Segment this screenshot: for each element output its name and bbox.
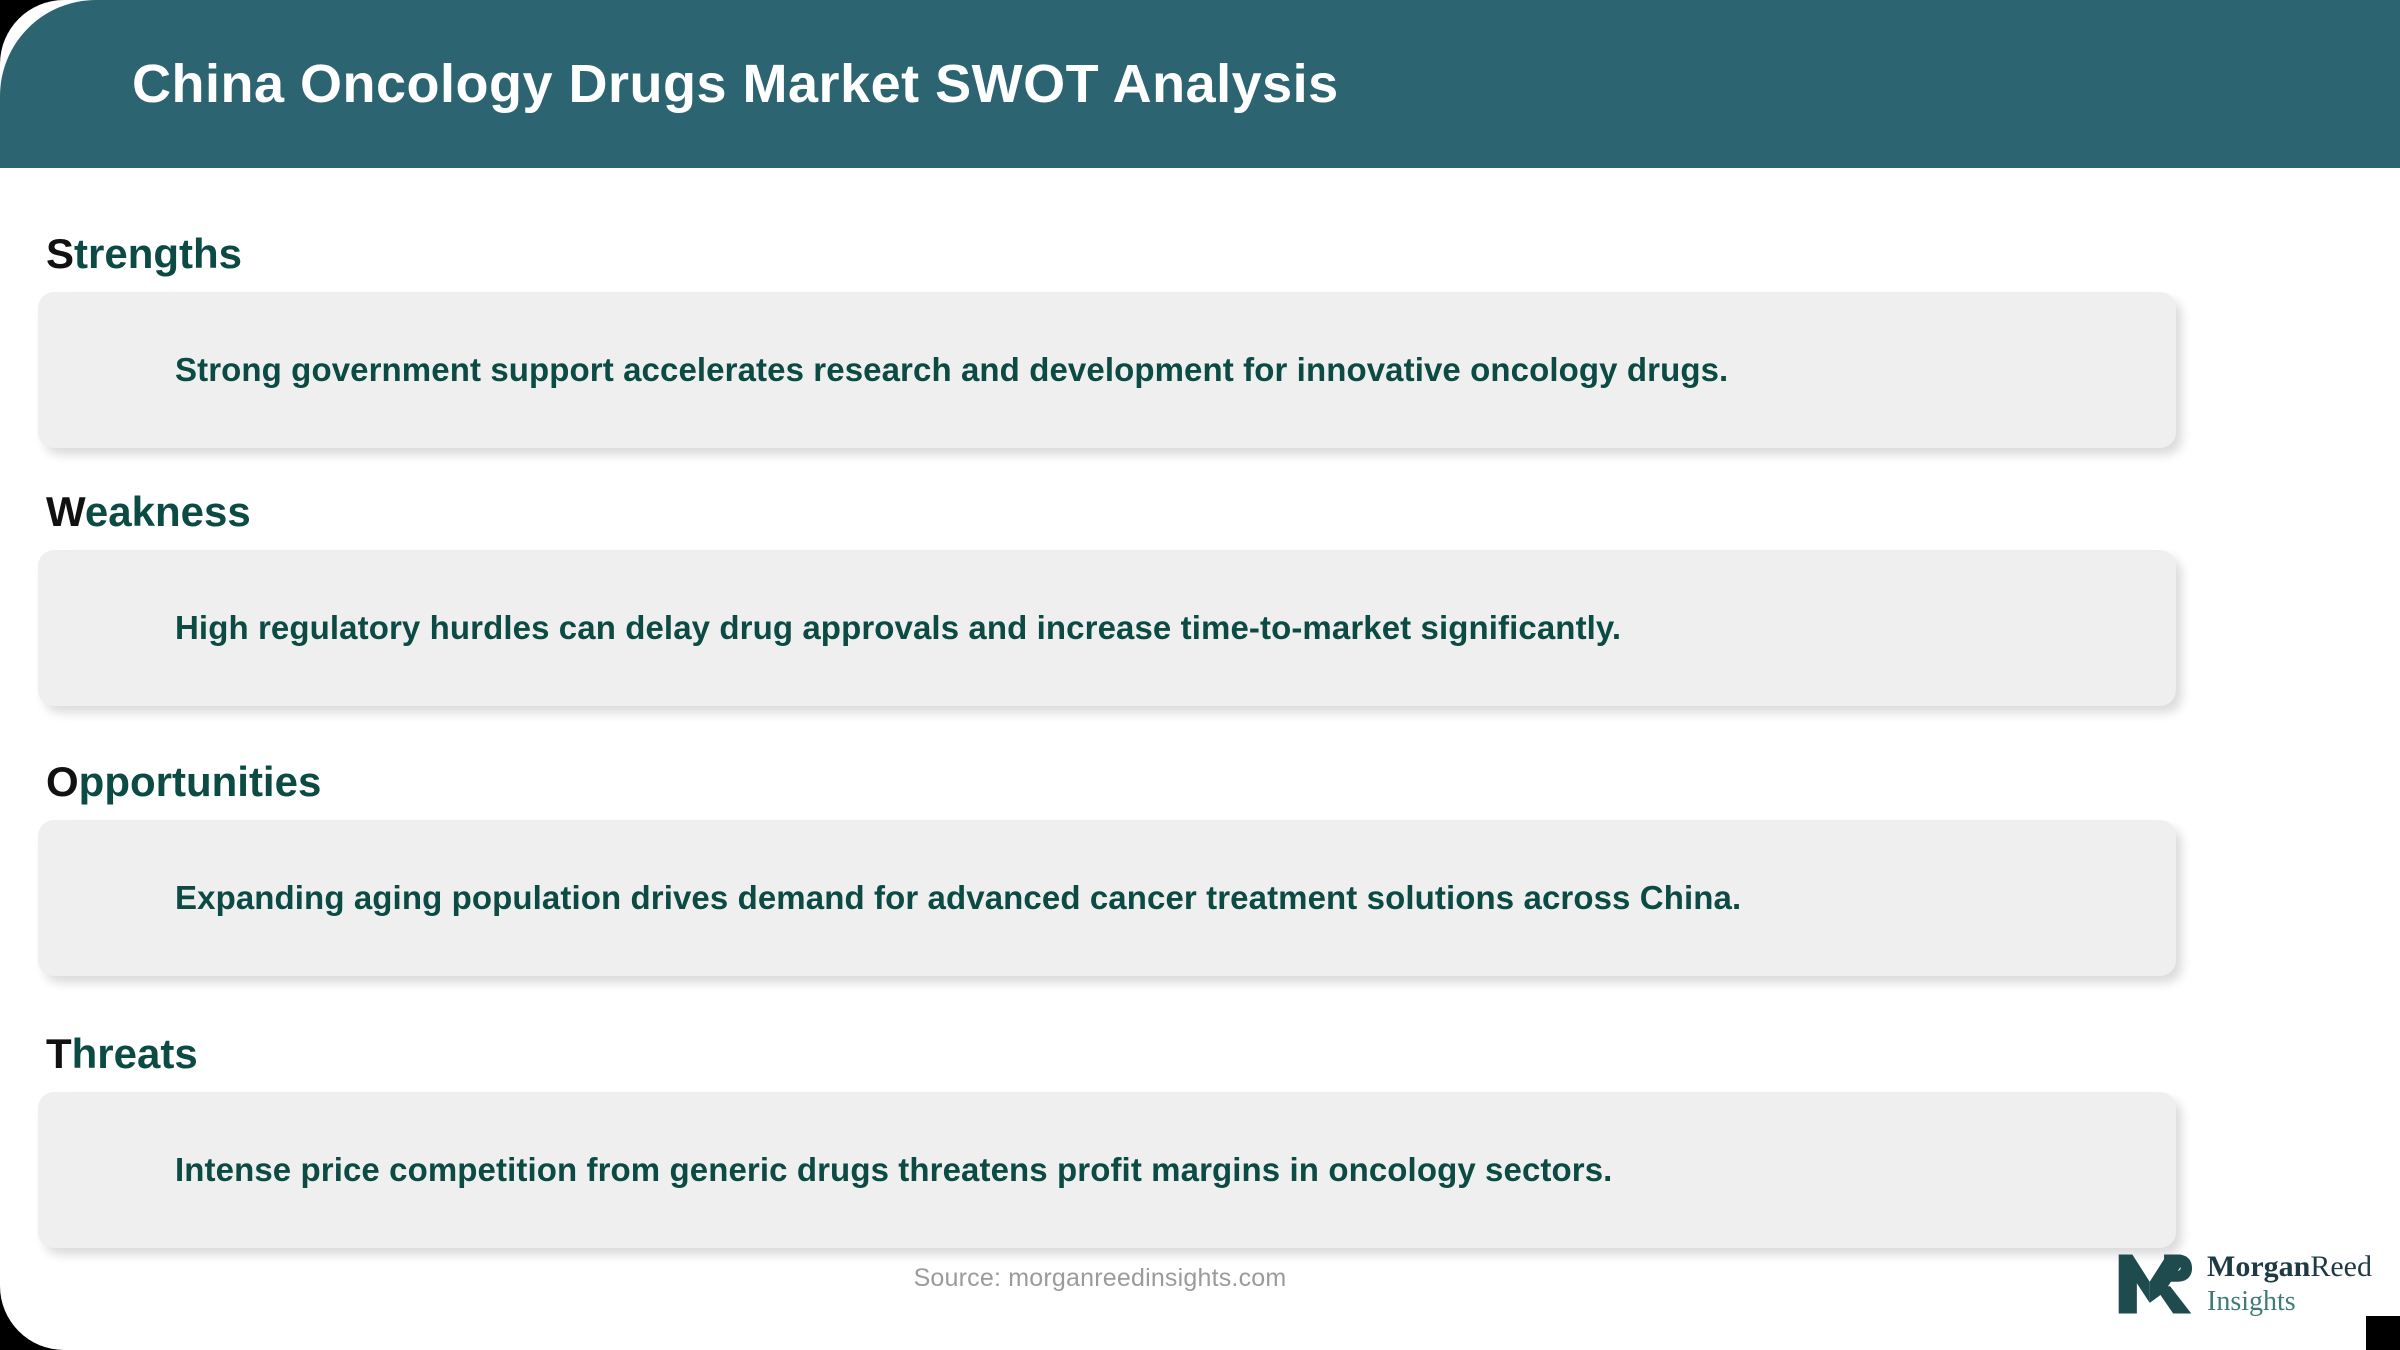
header-band: China Oncology Drugs Market SWOT Analysi… <box>0 0 2400 168</box>
card-text-weakness: High regulatory hurdles can delay drug a… <box>175 608 1622 646</box>
brand-name-regular: Reed <box>2310 1250 2372 1283</box>
card-threats: Intense price competition from generic d… <box>38 1092 2176 1248</box>
card-strengths: Strong government support accelerates re… <box>38 292 2176 448</box>
heading-rest: hreats <box>71 1030 198 1077</box>
page-title: China Oncology Drugs Market SWOT Analysi… <box>132 54 1339 114</box>
corner-notch <box>2366 1316 2400 1350</box>
heading-rest: pportunities <box>78 758 322 805</box>
card-text-strengths: Strong government support accelerates re… <box>175 350 1729 388</box>
brand-tagline: Insights <box>2207 1286 2296 1317</box>
heading-initial: S <box>46 230 75 277</box>
brand-logo: MorganReed Insights <box>2117 1252 2372 1316</box>
heading-rest: trengths <box>74 230 243 277</box>
footer: Source: morganreedinsights.com MorganRee… <box>0 1248 2400 1350</box>
card-weakness: High regulatory hurdles can delay drug a… <box>38 550 2176 706</box>
heading-initial: T <box>46 1030 72 1077</box>
brand-name: MorganReed <box>2207 1252 2372 1282</box>
heading-initial: O <box>46 758 79 805</box>
section-heading-weakness: Weakness <box>46 488 251 536</box>
heading-rest: eakness <box>84 488 251 535</box>
card-text-opportunities: Expanding aging population drives demand… <box>175 878 1742 916</box>
card-text-threats: Intense price competition from generic d… <box>175 1150 1613 1188</box>
section-heading-threats: Threats <box>46 1030 198 1078</box>
brand-wordmark: MorganReed Insights <box>2207 1252 2372 1316</box>
section-heading-strengths: Strengths <box>46 230 242 278</box>
source-label: Source: morganreedinsights.com <box>913 1264 1287 1292</box>
brand-name-bold: Morgan <box>2207 1250 2311 1283</box>
card-opportunities: Expanding aging population drives demand… <box>38 820 2176 976</box>
section-heading-opportunities: Opportunities <box>46 758 321 806</box>
heading-initial: W <box>46 488 85 535</box>
morganreed-monogram-icon <box>2118 1254 2193 1314</box>
